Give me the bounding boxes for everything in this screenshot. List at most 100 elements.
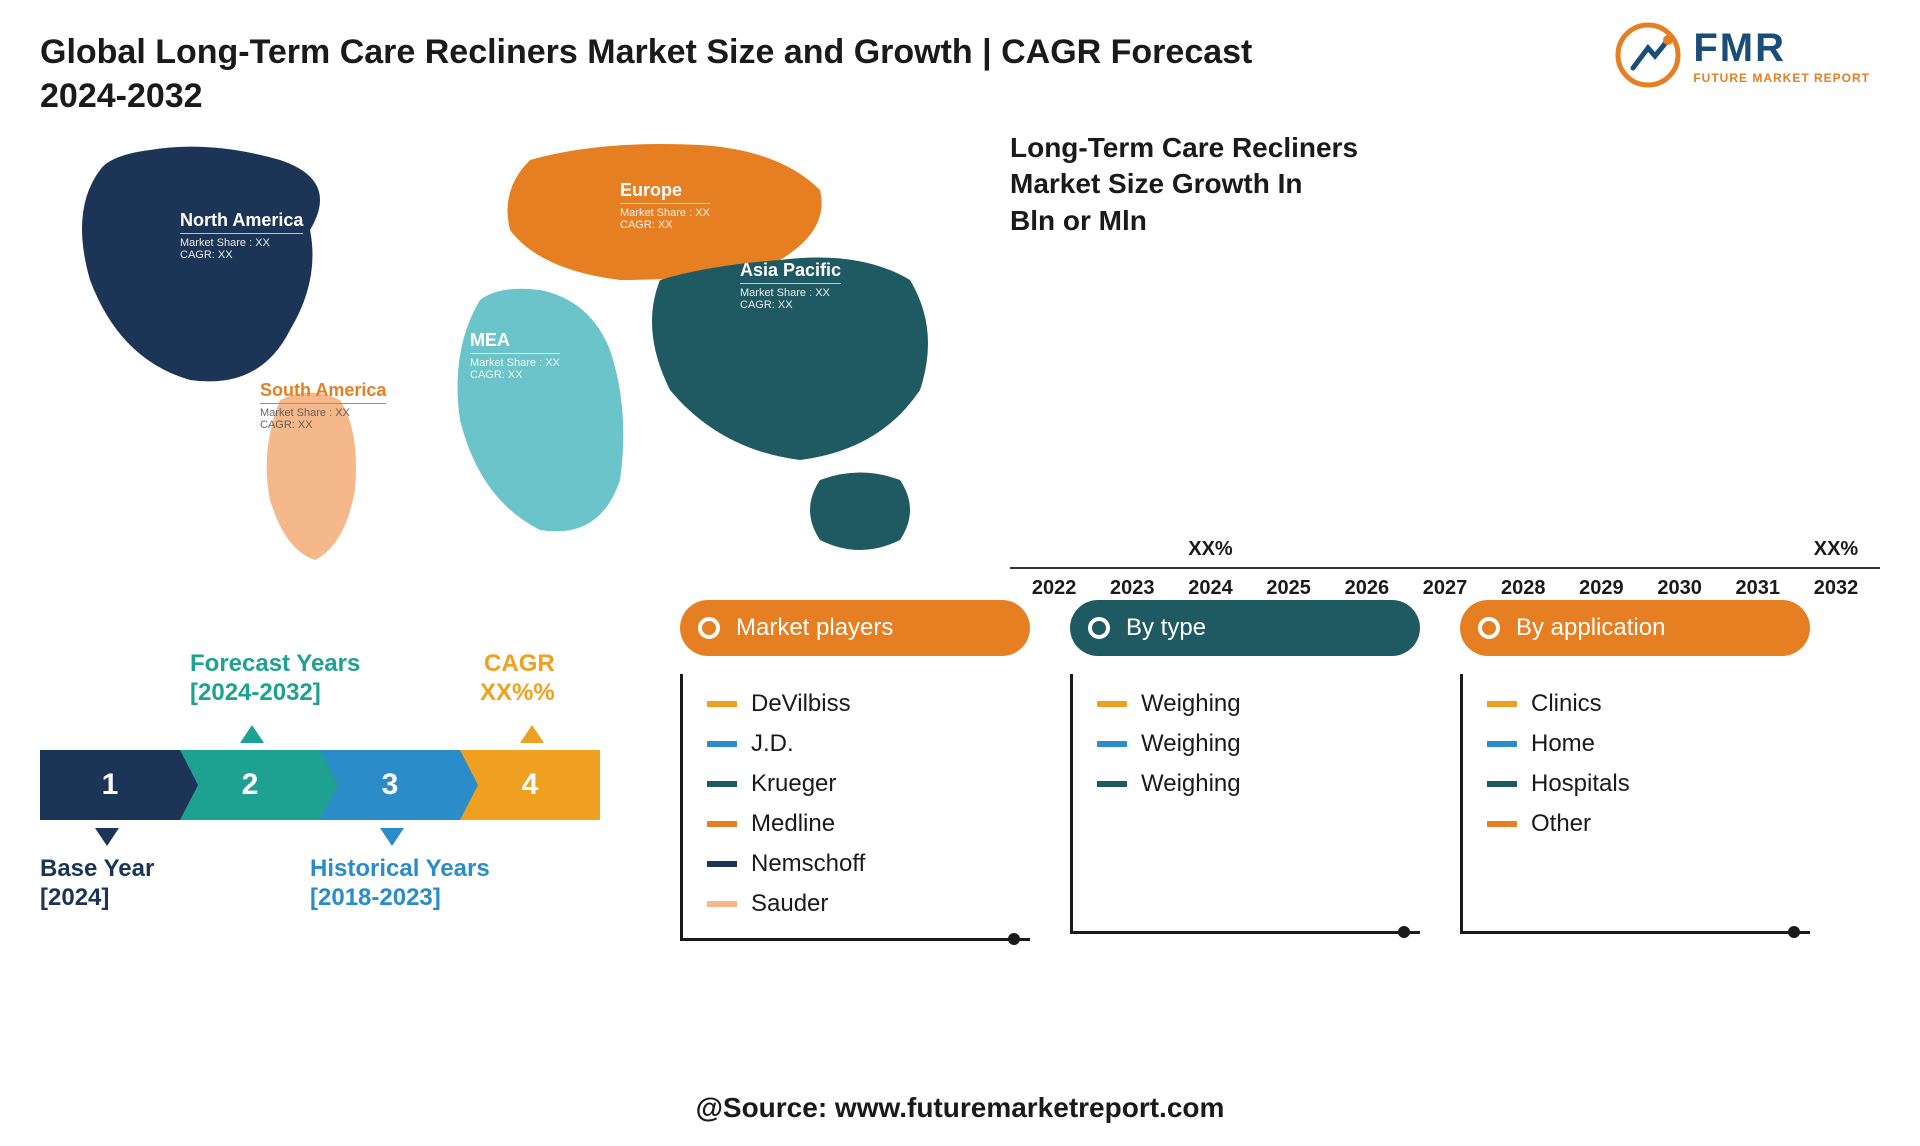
world-map: North America Market Share : XX CAGR: XX… — [60, 130, 960, 570]
list-item-label: Weighing — [1141, 690, 1241, 718]
list-item: DeVilbiss — [707, 684, 1030, 724]
region-cagr: CAGR: XX — [180, 249, 303, 261]
label-sa: South America Market Share : XX CAGR: XX — [260, 380, 386, 431]
pill-dot-icon — [1088, 617, 1110, 639]
page-title: Global Long-Term Care Recliners Market S… — [40, 30, 1440, 118]
list-item-label: Hospitals — [1531, 770, 1630, 798]
bar-annotation: XX% — [1188, 538, 1232, 561]
label-eu: Europe Market Share : XX CAGR: XX — [620, 180, 710, 231]
list-dash-icon — [707, 901, 737, 907]
logo: FMR FUTURE MARKET REPORT — [1613, 20, 1870, 90]
logo-icon — [1613, 20, 1683, 90]
historical-sub: [2018-2023] — [310, 884, 490, 913]
pill-header: By type — [1070, 600, 1420, 656]
list-dash-icon — [1487, 781, 1517, 787]
list-item: Weighing — [1097, 724, 1420, 764]
cagr-title: CAGR — [480, 650, 555, 679]
arrow-up-icon — [520, 725, 544, 743]
arrow-up-icon — [240, 725, 264, 743]
list-dash-icon — [1097, 741, 1127, 747]
region-share: Market Share : XX — [620, 207, 710, 219]
base-title: Base Year — [40, 855, 154, 884]
timeline-segment: 1 — [40, 750, 180, 820]
region-name: South America — [260, 380, 386, 404]
list-item: Clinics — [1487, 684, 1810, 724]
list-item: Krueger — [707, 764, 1030, 804]
pill-column: By type Weighing Weighing Weighing — [1070, 600, 1420, 934]
pill-header: By application — [1460, 600, 1810, 656]
x-label: 2028 — [1489, 577, 1557, 600]
list-item: Weighing — [1097, 764, 1420, 804]
region-share: Market Share : XX — [260, 407, 386, 419]
pill-header-label: By application — [1516, 614, 1665, 641]
list-item: Sauder — [707, 884, 1030, 924]
list-item: Nemschoff — [707, 844, 1030, 884]
region-cagr: CAGR: XX — [620, 219, 710, 231]
list-item: Home — [1487, 724, 1810, 764]
timeline-segment: 2 — [180, 750, 320, 820]
cagr-sub: XX%% — [480, 679, 555, 708]
source-attribution: @Source: www.futuremarketreport.com — [696, 1092, 1225, 1124]
list-dash-icon — [707, 741, 737, 747]
historical-title: Historical Years — [310, 855, 490, 884]
region-name: Europe — [620, 180, 710, 204]
list-frame: DeVilbiss J.D. Krueger Medline Nemschoff Saud… — [680, 674, 1030, 941]
timeline-segment: 4 — [460, 750, 600, 820]
list-item-label: Nemschoff — [751, 850, 865, 878]
list-item-label: Other — [1531, 810, 1591, 838]
pill-column: By application Clinics Home Hospitals Other — [1460, 600, 1810, 934]
region-au — [810, 473, 910, 551]
region-mea — [458, 289, 624, 532]
pill-header: Market players — [680, 600, 1030, 656]
list-dash-icon — [1097, 701, 1127, 707]
list-item: Weighing — [1097, 684, 1420, 724]
bar-annotation: XX% — [1814, 538, 1858, 561]
chart-title: Long-Term Care ReclinersMarket Size Grow… — [1010, 130, 1880, 239]
list-frame: Weighing Weighing Weighing — [1070, 674, 1420, 934]
list-item-label: Krueger — [751, 770, 836, 798]
base-label: Base Year [2024] — [40, 855, 154, 913]
pill-dot-icon — [698, 617, 720, 639]
region-cagr: CAGR: XX — [740, 299, 841, 311]
list-item: Hospitals — [1487, 764, 1810, 804]
bar-chart: Long-Term Care ReclinersMarket Size Grow… — [1010, 130, 1880, 570]
list-dash-icon — [1487, 741, 1517, 747]
base-sub: [2024] — [40, 884, 154, 913]
list-item: Medline — [707, 804, 1030, 844]
x-label: 2025 — [1255, 577, 1323, 600]
list-item-label: Home — [1531, 730, 1595, 758]
x-label: 2022 — [1020, 577, 1088, 600]
label-mea: MEA Market Share : XX CAGR: XX — [470, 330, 560, 381]
x-label: 2027 — [1411, 577, 1479, 600]
pill-dot-icon — [1478, 617, 1500, 639]
label-ap: Asia Pacific Market Share : XX CAGR: XX — [740, 260, 841, 311]
list-frame: Clinics Home Hospitals Other — [1460, 674, 1810, 934]
list-item-label: Sauder — [751, 890, 828, 918]
list-dash-icon — [707, 861, 737, 867]
list-dash-icon — [1097, 781, 1127, 787]
region-name: North America — [180, 210, 303, 234]
list-item-label: Weighing — [1141, 770, 1241, 798]
region-cagr: CAGR: XX — [470, 369, 560, 381]
x-label: 2032 — [1802, 577, 1870, 600]
x-label: 2024 — [1176, 577, 1244, 600]
list-item-label: DeVilbiss — [751, 690, 851, 718]
list-item: Other — [1487, 804, 1810, 844]
list-dash-icon — [1487, 821, 1517, 827]
list-item-label: J.D. — [751, 730, 794, 758]
arrow-down-icon — [95, 828, 119, 846]
timeline-strip: 1234 — [40, 750, 600, 820]
cagr-label: CAGR XX%% — [480, 650, 555, 708]
label-na: North America Market Share : XX CAGR: XX — [180, 210, 303, 261]
x-axis: 2022202320242025202620272028202920302031… — [1010, 569, 1880, 600]
logo-main: FMR — [1693, 26, 1870, 71]
forecast-sub: [2024-2032] — [190, 679, 360, 708]
pill-header-label: Market players — [736, 614, 893, 641]
region-name: MEA — [470, 330, 560, 354]
list-item-label: Medline — [751, 810, 835, 838]
list-dash-icon — [707, 821, 737, 827]
logo-sub: FUTURE MARKET REPORT — [1693, 71, 1870, 85]
region-name: Asia Pacific — [740, 260, 841, 284]
arrow-down-icon — [380, 828, 404, 846]
historical-label: Historical Years [2018-2023] — [310, 855, 490, 913]
